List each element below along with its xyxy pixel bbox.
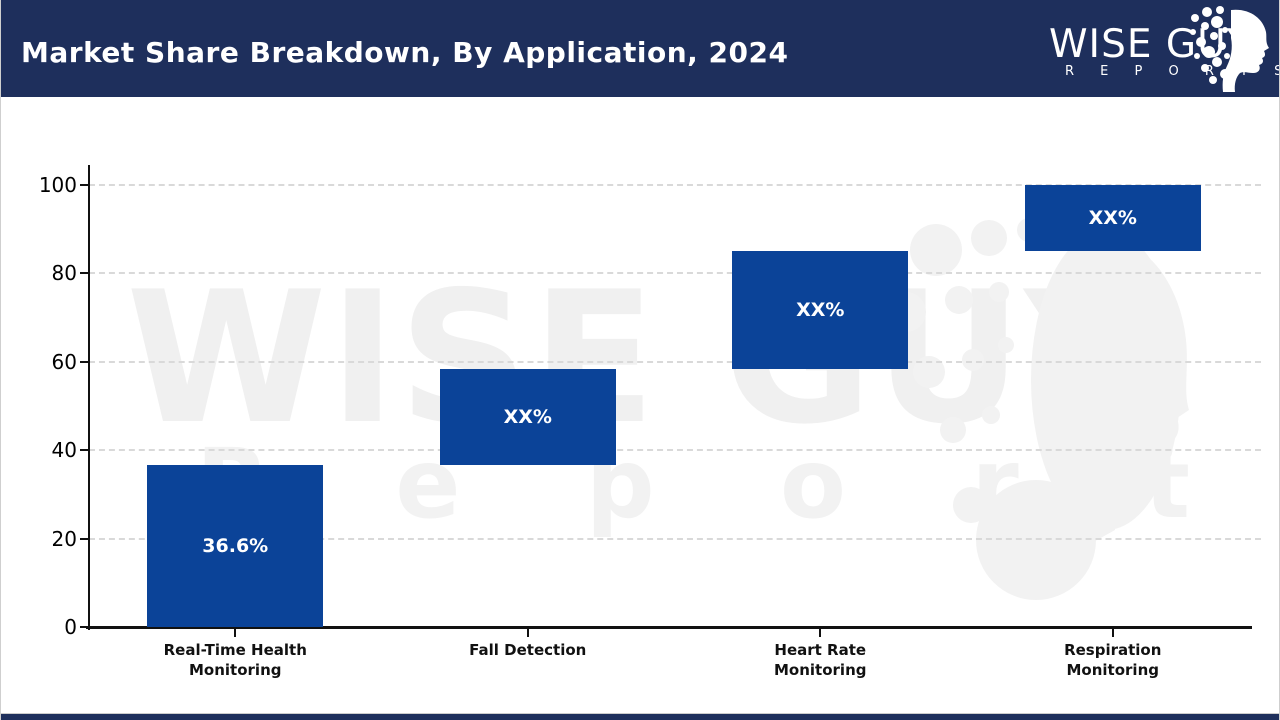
page-title: Market Share Breakdown, By Application, … <box>21 36 789 69</box>
y-tick-label: 60 <box>51 349 77 374</box>
chart-plot-area: 0 20 40 60 80 100 36.6% XX% XX% XX% Real-Time He… <box>1 97 1279 714</box>
y-tick-mark <box>80 360 88 363</box>
category-label-3: Respiration Monitoring <box>1064 641 1162 679</box>
y-tick-mark <box>80 272 88 275</box>
y-axis-spine <box>88 165 90 630</box>
bar-value-label: XX% <box>796 299 845 322</box>
category-label-2: Heart Rate Monitoring <box>774 641 867 679</box>
y-tick-mark <box>80 626 88 628</box>
gridline-20 <box>89 537 1261 540</box>
gridline-40 <box>89 449 1261 452</box>
category-label-1: Fall Detection <box>469 641 587 659</box>
gridline-80 <box>89 272 1261 275</box>
bar-2: XX% <box>732 251 909 370</box>
y-tick-label: 80 <box>51 261 77 286</box>
y-tick-label: 100 <box>38 173 77 197</box>
watermark-text-1: WISE GUY <box>126 252 1159 464</box>
brand-head-icon <box>1190 6 1269 93</box>
x-tick-mark <box>234 629 237 637</box>
y-tick-label: 40 <box>51 438 77 463</box>
x-axis-line <box>86 626 1252 629</box>
x-tick-mark <box>1111 629 1114 637</box>
footer-hairline <box>1 713 1279 714</box>
bar-0: 36.6% <box>147 465 324 627</box>
y-tick-mark <box>80 537 88 540</box>
x-tick-mark <box>526 629 529 637</box>
gridline-100 <box>89 184 1261 186</box>
bar-value-label: XX% <box>1088 207 1137 230</box>
bar-value-label: XX% <box>503 406 552 429</box>
category-label-0: Real-Time Health Monitoring <box>163 641 307 679</box>
bar-3: XX% <box>1024 185 1201 252</box>
brand-logo: WISE GUY R E P O R T S <box>1013 4 1279 94</box>
y-tick-label: 20 <box>51 526 77 551</box>
gridline-60 <box>89 360 1261 363</box>
bar-1: XX% <box>439 369 616 466</box>
footer-bar <box>1 714 1279 720</box>
header-band: Market Share Breakdown, By Application, … <box>1 0 1279 97</box>
y-tick-label: 0 <box>64 615 77 639</box>
x-tick-mark <box>819 629 822 637</box>
y-tick-mark <box>80 449 88 452</box>
bar-value-label: 36.6% <box>202 535 269 558</box>
y-tick-mark <box>80 184 88 186</box>
